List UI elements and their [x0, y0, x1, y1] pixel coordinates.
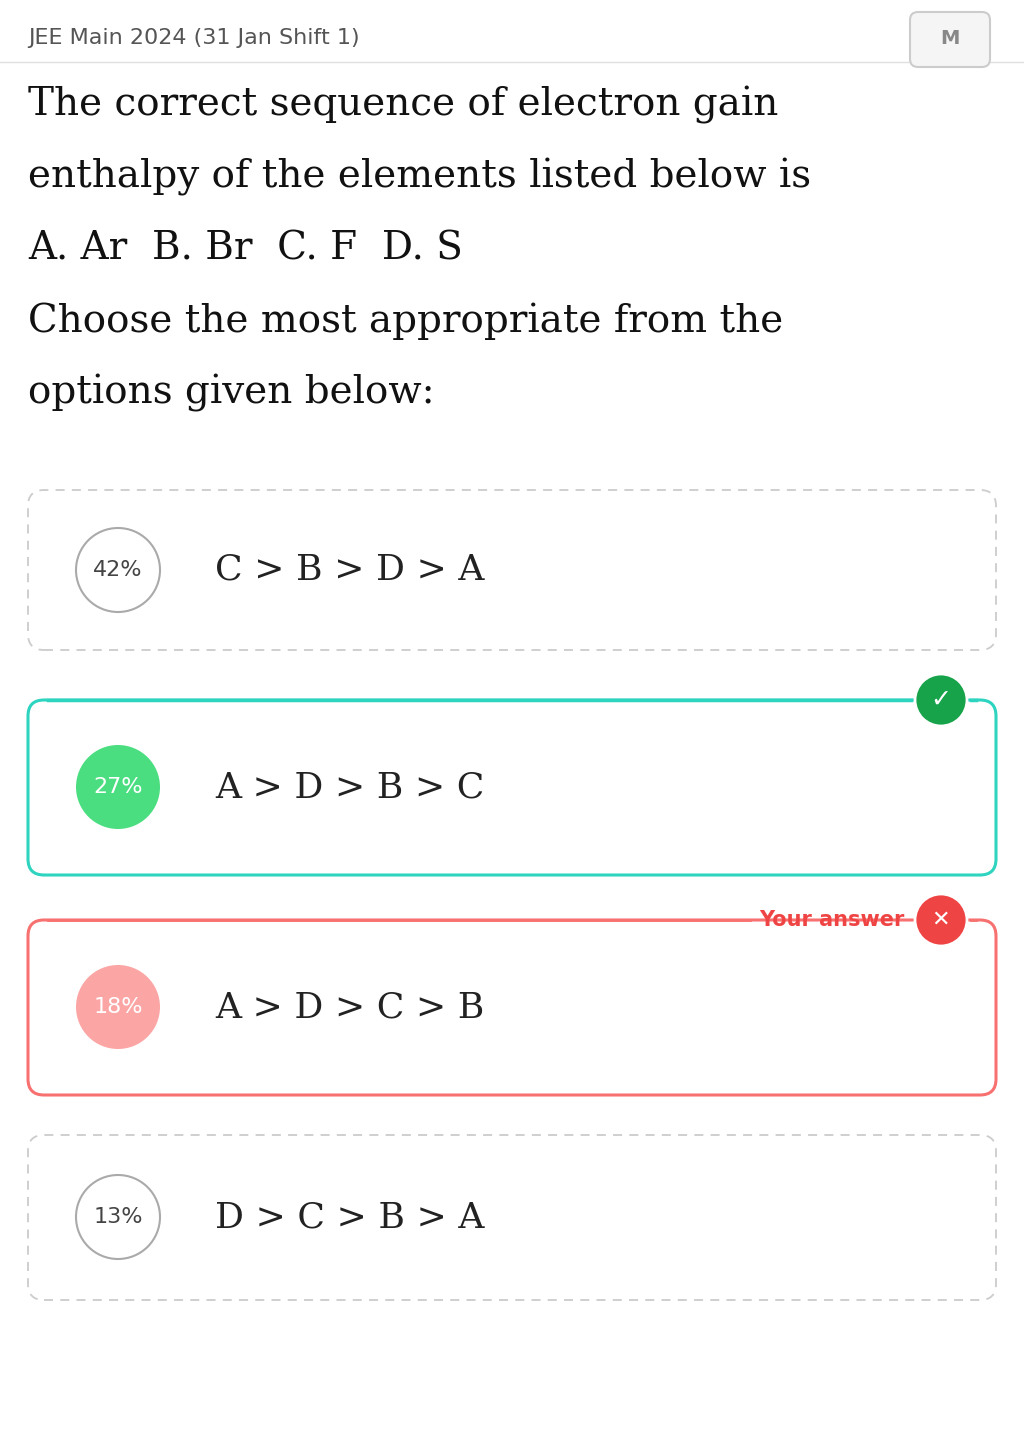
FancyBboxPatch shape — [910, 12, 990, 66]
Text: ✕: ✕ — [932, 911, 950, 929]
Circle shape — [76, 965, 160, 1049]
FancyBboxPatch shape — [28, 1136, 996, 1300]
Text: C > B > D > A: C > B > D > A — [215, 553, 484, 586]
Circle shape — [915, 893, 967, 945]
Circle shape — [76, 745, 160, 829]
Text: A > D > C > B: A > D > C > B — [215, 990, 484, 1025]
Circle shape — [915, 674, 967, 726]
Text: 18%: 18% — [93, 997, 142, 1017]
Text: enthalpy of the elements listed below is: enthalpy of the elements listed below is — [28, 159, 811, 196]
Text: A > D > B > C: A > D > B > C — [215, 769, 484, 804]
Text: The correct sequence of electron gain: The correct sequence of electron gain — [28, 86, 778, 124]
Text: options given below:: options given below: — [28, 375, 434, 412]
Text: 42%: 42% — [93, 561, 142, 579]
Text: Choose the most appropriate from the: Choose the most appropriate from the — [28, 303, 783, 340]
Text: Your answer: Your answer — [760, 911, 905, 929]
Text: D > C > B > A: D > C > B > A — [215, 1200, 484, 1233]
Circle shape — [76, 1174, 160, 1259]
Text: ✓: ✓ — [931, 687, 951, 712]
FancyBboxPatch shape — [28, 700, 996, 875]
Text: A. Ar  B. Br  C. F  D. S: A. Ar B. Br C. F D. S — [28, 231, 463, 268]
Text: 27%: 27% — [93, 777, 142, 797]
FancyBboxPatch shape — [28, 919, 996, 1095]
FancyBboxPatch shape — [28, 490, 996, 650]
Text: JEE Main 2024 (31 Jan Shift 1): JEE Main 2024 (31 Jan Shift 1) — [28, 27, 359, 48]
Text: M: M — [940, 29, 959, 49]
Text: 13%: 13% — [93, 1208, 142, 1226]
Circle shape — [76, 527, 160, 612]
